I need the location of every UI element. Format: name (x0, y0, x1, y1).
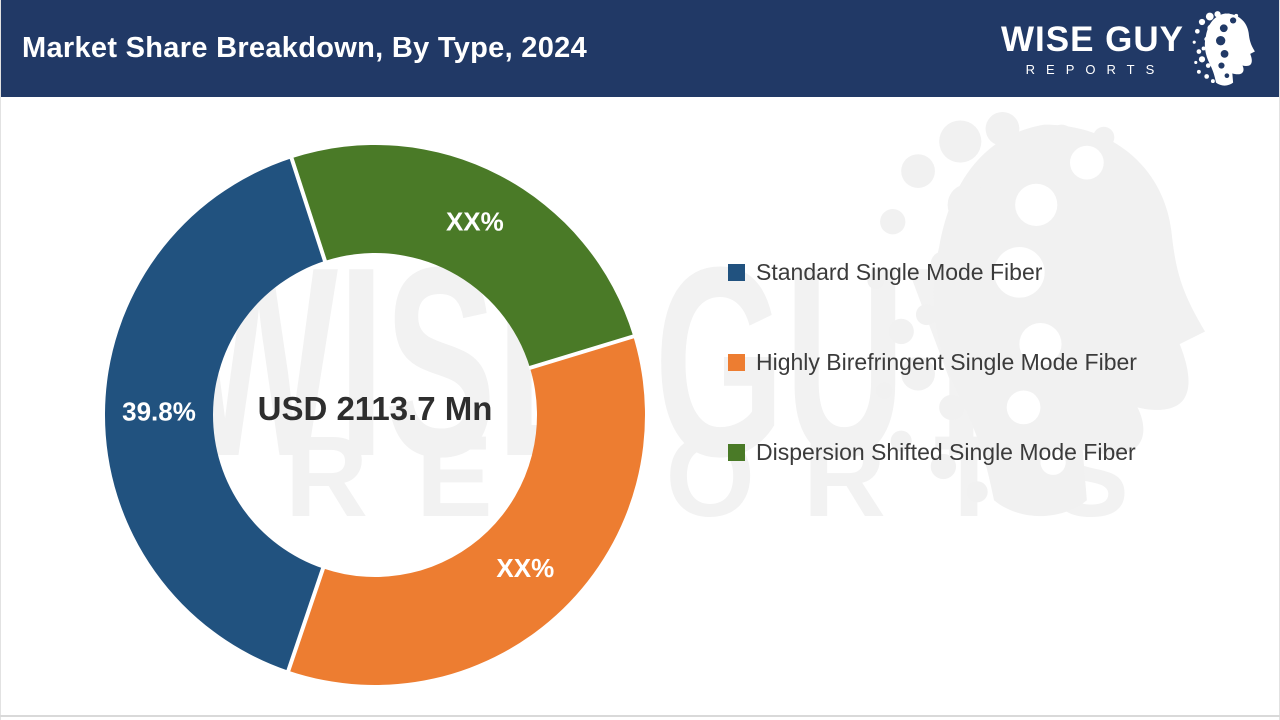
legend-label: Standard Single Mode Fiber (756, 258, 1043, 285)
legend-swatch-birefringent (728, 354, 745, 371)
header-bar: Market Share Breakdown, By Type, 2024 WI… (0, 0, 1280, 97)
segment-percentage-label: XX% (496, 553, 554, 583)
legend-label: Dispersion Shifted Single Mode Fiber (756, 438, 1136, 465)
left-border (0, 0, 1, 720)
logo-wordmark: WISE GUY (1000, 20, 1184, 59)
legend-item-standard: Standard Single Mode Fiber (728, 258, 1042, 286)
donut-segment (104, 158, 325, 671)
segment-divider (286, 566, 326, 673)
watermark-face-icon (867, 112, 1206, 517)
page-title: Market Share Breakdown, By Type, 2024 (22, 32, 588, 64)
segment-percentage-label: XX% (446, 206, 504, 236)
logo-text: WISE GUY REPORTS (1001, 22, 1184, 77)
segment-divider (528, 334, 635, 371)
segment-divider (289, 156, 328, 263)
legend-item-dispersion: Dispersion Shifted Single Mode Fiber (728, 438, 1136, 466)
wiseguy-face-icon (1192, 10, 1255, 86)
wiseguy-logo: WISE GUY REPORTS (1001, 10, 1258, 89)
donut-center-value: USD 2113.7 Mn (257, 390, 493, 427)
donut-segment (288, 336, 645, 686)
legend-swatch-standard (728, 264, 745, 281)
logo-subtitle: REPORTS (1025, 62, 1166, 77)
donut-segment (291, 144, 634, 368)
legend-label: Highly Birefringent Single Mode Fiber (756, 348, 1137, 375)
legend-item-birefringent: Highly Birefringent Single Mode Fiber (728, 348, 1137, 376)
segment-percentage-label: 39.8% (122, 397, 196, 427)
bottom-border (0, 715, 1280, 717)
donut-chart: 39.8% XX% XX% (95, 135, 655, 695)
legend-swatch-dispersion (728, 444, 745, 461)
